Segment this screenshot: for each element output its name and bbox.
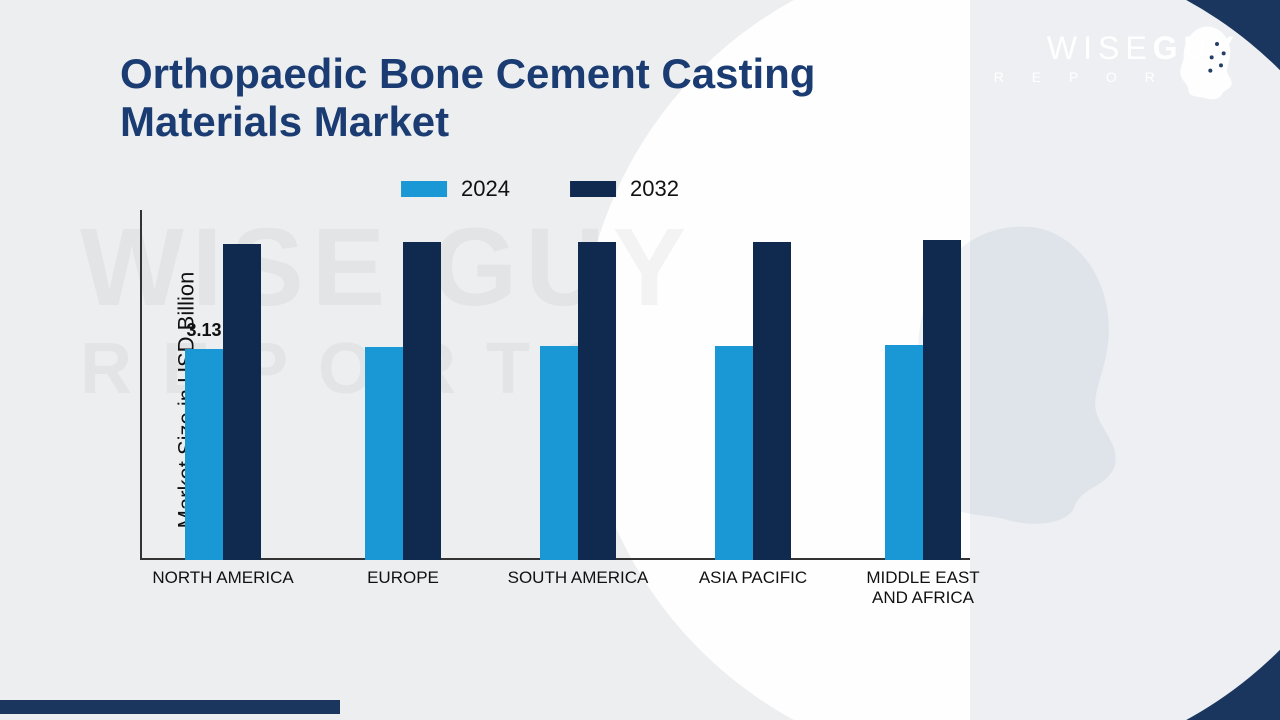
bar-2024 xyxy=(365,347,403,560)
bar-2032 xyxy=(753,242,791,560)
legend-swatch-2032 xyxy=(570,181,616,197)
legend-swatch-2024 xyxy=(401,181,447,197)
bar-2024 xyxy=(885,345,923,560)
legend-label-2032: 2032 xyxy=(630,176,679,202)
bar-group: ASIA PACIFIC xyxy=(715,242,791,560)
x-category-label: EUROPE xyxy=(328,560,478,588)
bar-2032 xyxy=(223,244,261,560)
bar-2032 xyxy=(403,242,441,560)
chart-title: Orthopaedic Bone Cement Casting Material… xyxy=(120,50,880,147)
bar-2024 xyxy=(185,349,223,560)
x-category-label: MIDDLE EAST AND AFRICA xyxy=(848,560,998,609)
legend-item-2032: 2032 xyxy=(570,176,679,202)
stage: WISE GUY REPORTS Orthopaedic Bone Cement… xyxy=(0,0,1280,720)
logo-word-wise: WISE xyxy=(1047,30,1153,66)
bar-2032 xyxy=(578,242,616,560)
bar-group: MIDDLE EAST AND AFRICA xyxy=(885,240,961,560)
bar-2024 xyxy=(715,346,753,560)
x-category-label: ASIA PACIFIC xyxy=(678,560,828,588)
bar-chart: Market Size in USD Billion 2024 2032 NOR… xyxy=(110,180,970,620)
chart-legend: 2024 2032 xyxy=(401,176,679,202)
bar-group: NORTH AMERICA3.13 xyxy=(185,244,261,560)
y-axis-line xyxy=(140,210,142,560)
logo-head-icon xyxy=(1170,24,1240,104)
bar-group: EUROPE xyxy=(365,242,441,560)
bar-group: SOUTH AMERICA xyxy=(540,242,616,560)
legend-label-2024: 2024 xyxy=(461,176,510,202)
legend-item-2024: 2024 xyxy=(401,176,510,202)
bar-data-label: 3.13 xyxy=(186,320,221,345)
brand-logo: WISEGUY R E P O R T S xyxy=(994,30,1240,85)
x-category-label: NORTH AMERICA xyxy=(148,560,298,588)
plot-area: NORTH AMERICA3.13 EUROPE SOUTH AMERICA ASIA… xyxy=(140,210,970,560)
footer-accent-bar xyxy=(0,700,340,714)
bar-2032 xyxy=(923,240,961,560)
x-category-label: SOUTH AMERICA xyxy=(503,560,653,588)
bar-2024 xyxy=(540,346,578,560)
